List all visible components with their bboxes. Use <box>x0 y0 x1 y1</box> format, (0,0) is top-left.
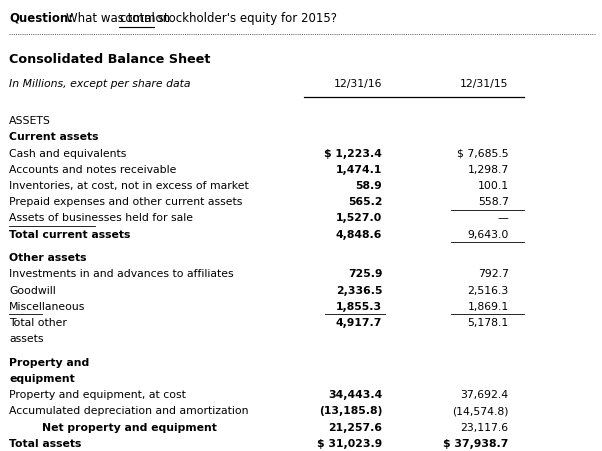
Text: Total assets: Total assets <box>9 438 81 448</box>
Text: 1,527.0: 1,527.0 <box>336 213 382 223</box>
Text: $ 1,223.4: $ 1,223.4 <box>324 148 382 158</box>
Text: 4,848.6: 4,848.6 <box>336 229 382 239</box>
Text: What was total: What was total <box>66 12 159 25</box>
Text: 1,298.7: 1,298.7 <box>467 164 509 175</box>
Text: $ 37,938.7: $ 37,938.7 <box>443 438 509 448</box>
Text: Net property and equipment: Net property and equipment <box>42 422 217 432</box>
Text: $ 7,685.5: $ 7,685.5 <box>457 148 509 158</box>
Text: Cash and equivalents: Cash and equivalents <box>9 148 126 158</box>
Text: Question:: Question: <box>9 12 73 25</box>
Text: Other assets: Other assets <box>9 253 87 262</box>
Text: (13,185.8): (13,185.8) <box>319 405 382 415</box>
Text: equipment: equipment <box>9 373 75 383</box>
Text: Total other: Total other <box>9 318 67 327</box>
Text: stockholder's equity for 2015?: stockholder's equity for 2015? <box>154 12 337 25</box>
Text: 4,917.7: 4,917.7 <box>336 318 382 327</box>
Text: 37,692.4: 37,692.4 <box>461 389 509 400</box>
Text: common: common <box>119 12 170 25</box>
Text: 58.9: 58.9 <box>356 180 382 190</box>
Text: Consolidated Balance Sheet: Consolidated Balance Sheet <box>9 53 211 66</box>
Text: (14,574.8): (14,574.8) <box>452 405 509 415</box>
Text: 565.2: 565.2 <box>348 197 382 207</box>
Text: 21,257.6: 21,257.6 <box>328 422 382 432</box>
Text: Total current assets: Total current assets <box>9 229 131 239</box>
Text: 792.7: 792.7 <box>478 269 509 279</box>
Text: 1,869.1: 1,869.1 <box>467 301 509 311</box>
Text: 1,855.3: 1,855.3 <box>336 301 382 311</box>
Text: assets: assets <box>9 333 43 344</box>
Text: Goodwill: Goodwill <box>9 285 56 295</box>
Text: Investments in and advances to affiliates: Investments in and advances to affiliate… <box>9 269 234 279</box>
Text: $ 31,023.9: $ 31,023.9 <box>317 438 382 448</box>
Text: ASSETS: ASSETS <box>9 116 51 126</box>
Text: 9,643.0: 9,643.0 <box>467 229 509 239</box>
Text: In Millions, except per share data: In Millions, except per share data <box>9 78 190 88</box>
Text: 12/31/16: 12/31/16 <box>334 78 382 88</box>
Text: 23,117.6: 23,117.6 <box>461 422 509 432</box>
Text: 12/31/15: 12/31/15 <box>460 78 509 88</box>
Text: Property and equipment, at cost: Property and equipment, at cost <box>9 389 186 400</box>
Text: Miscellaneous: Miscellaneous <box>9 301 85 311</box>
Text: 5,178.1: 5,178.1 <box>467 318 509 327</box>
Text: 1,474.1: 1,474.1 <box>336 164 382 175</box>
Text: 725.9: 725.9 <box>348 269 382 279</box>
Text: Assets of businesses held for sale: Assets of businesses held for sale <box>9 213 193 223</box>
Text: Current assets: Current assets <box>9 132 99 142</box>
Text: 2,516.3: 2,516.3 <box>467 285 509 295</box>
Text: 2,336.5: 2,336.5 <box>336 285 382 295</box>
Text: Inventories, at cost, not in excess of market: Inventories, at cost, not in excess of m… <box>9 180 249 190</box>
Text: 558.7: 558.7 <box>478 197 509 207</box>
Text: 100.1: 100.1 <box>477 180 509 190</box>
Text: 34,443.4: 34,443.4 <box>328 389 382 400</box>
Text: Accumulated depreciation and amortization: Accumulated depreciation and amortizatio… <box>9 405 249 415</box>
Text: Accounts and notes receivable: Accounts and notes receivable <box>9 164 176 175</box>
Text: —: — <box>498 213 509 223</box>
Text: Property and: Property and <box>9 357 89 367</box>
Text: Prepaid expenses and other current assets: Prepaid expenses and other current asset… <box>9 197 243 207</box>
